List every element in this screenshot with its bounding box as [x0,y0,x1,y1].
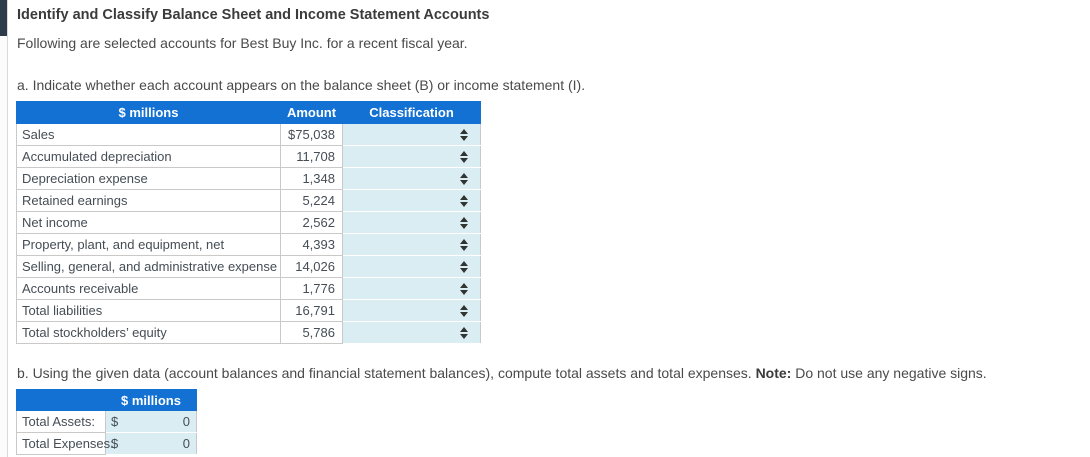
account-label: Depreciation expense [16,167,281,190]
account-label: Accumulated depreciation [16,145,281,168]
total-expenses-label: Total Expenses: [16,432,114,455]
up-down-arrows-icon [460,216,468,229]
total-assets-label: Total Assets: [16,410,106,433]
classification-select[interactable] [343,212,480,233]
totals-header-spacer [16,389,106,411]
total-assets-value: 0 [182,414,190,429]
classification-select[interactable] [343,234,480,255]
account-label: Accounts receivable [16,277,281,300]
currency-symbol: $ [111,436,119,451]
up-down-arrows-icon [460,282,468,295]
account-label: Total liabilities [16,299,281,322]
classification-select[interactable] [343,124,480,145]
table-row: Sales $75,038 [16,123,481,146]
up-down-arrows-icon [460,304,468,317]
classification-select[interactable] [343,256,480,277]
totals-header-row: $ millions [16,389,197,411]
classification-select[interactable] [343,146,480,167]
scrollbar-thumb[interactable] [0,0,7,36]
amount-value: 5,224 [280,189,343,212]
up-down-arrows-icon [460,238,468,251]
amount-value: 5,786 [280,321,343,344]
amount-value: 16,791 [280,299,343,322]
total-expenses-cell: $ 0 [105,432,197,455]
classification-cell [342,321,481,344]
classification-select[interactable] [343,278,480,299]
currency-symbol: $ [111,414,119,429]
up-down-arrows-icon [460,194,468,207]
account-label: Total stockholders’ equity [16,321,281,344]
table-row: Net income 2,562 [16,211,481,234]
up-down-arrows-icon [460,150,468,163]
amount-value: 11,708 [280,145,343,168]
up-down-arrows-icon [460,326,468,339]
note-label: Note: [755,365,792,381]
part-b-instruction: b. Using the given data (account balance… [17,365,987,381]
table-row: Property, plant, and equipment, net 4,39… [16,233,481,256]
amount-value: 4,393 [280,233,343,256]
total-assets-cell: $ 0 [105,410,197,433]
table-row: Depreciation expense 1,348 [16,167,481,190]
classification-cell [342,123,481,146]
table-row: Accounts receivable 1,776 [16,277,481,300]
total-expenses-input[interactable]: $ 0 [111,436,190,451]
exercise-title: Identify and Classify Balance Sheet and … [17,7,490,23]
amount-value: $75,038 [280,123,343,146]
table-row: Total Assets: $ 0 [16,410,197,433]
amount-value: 1,776 [280,277,343,300]
classification-select[interactable] [343,168,480,189]
table-row: Total liabilities 16,791 [16,299,481,322]
classification-select[interactable] [343,300,480,321]
classification-cell [342,255,481,278]
up-down-arrows-icon [460,128,468,141]
account-label: Retained earnings [16,189,281,212]
table-row: Total stockholders’ equity 5,786 [16,321,481,344]
table-row: Total Expenses: $ 0 [16,432,197,455]
up-down-arrows-icon [460,172,468,185]
table-row: Selling, general, and administrative exp… [16,255,481,278]
intro-text: Following are selected accounts for Best… [17,35,468,51]
classification-cell [342,167,481,190]
account-label: Net income [16,211,281,234]
table-header-row: $ millions Amount Classification [16,101,481,124]
total-expenses-value: 0 [182,436,190,451]
col-header-amount: Amount [280,101,343,124]
account-label: Property, plant, and equipment, net [16,233,281,256]
classification-select[interactable] [343,322,480,343]
col-header-classification: Classification [342,101,481,124]
account-label: Selling, general, and administrative exp… [16,255,281,278]
classification-cell [342,277,481,300]
classification-cell [342,299,481,322]
exercise-panel: Identify and Classify Balance Sheet and … [16,0,1090,457]
table-row: Retained earnings 5,224 [16,189,481,212]
up-down-arrows-icon [460,260,468,273]
classification-select[interactable] [343,190,480,211]
col-header-millions: $ millions [16,101,281,124]
classification-cell [342,211,481,234]
part-a-instruction: a. Indicate whether each account appears… [17,77,586,93]
total-assets-input[interactable]: $ 0 [111,414,190,429]
classification-cell [342,233,481,256]
classification-cell [342,145,481,168]
classification-table: $ millions Amount Classification Sales $… [16,101,481,344]
classification-cell [342,189,481,212]
totals-header-millions: $ millions [105,389,197,411]
table-row: Accumulated depreciation 11,708 [16,145,481,168]
amount-value: 2,562 [280,211,343,234]
account-label: Sales [16,123,281,146]
amount-value: 1,348 [280,167,343,190]
amount-value: 14,026 [280,255,343,278]
totals-table: $ millions Total Assets: $ 0 Total Expen… [16,389,197,455]
left-scrollbar[interactable] [0,0,8,457]
